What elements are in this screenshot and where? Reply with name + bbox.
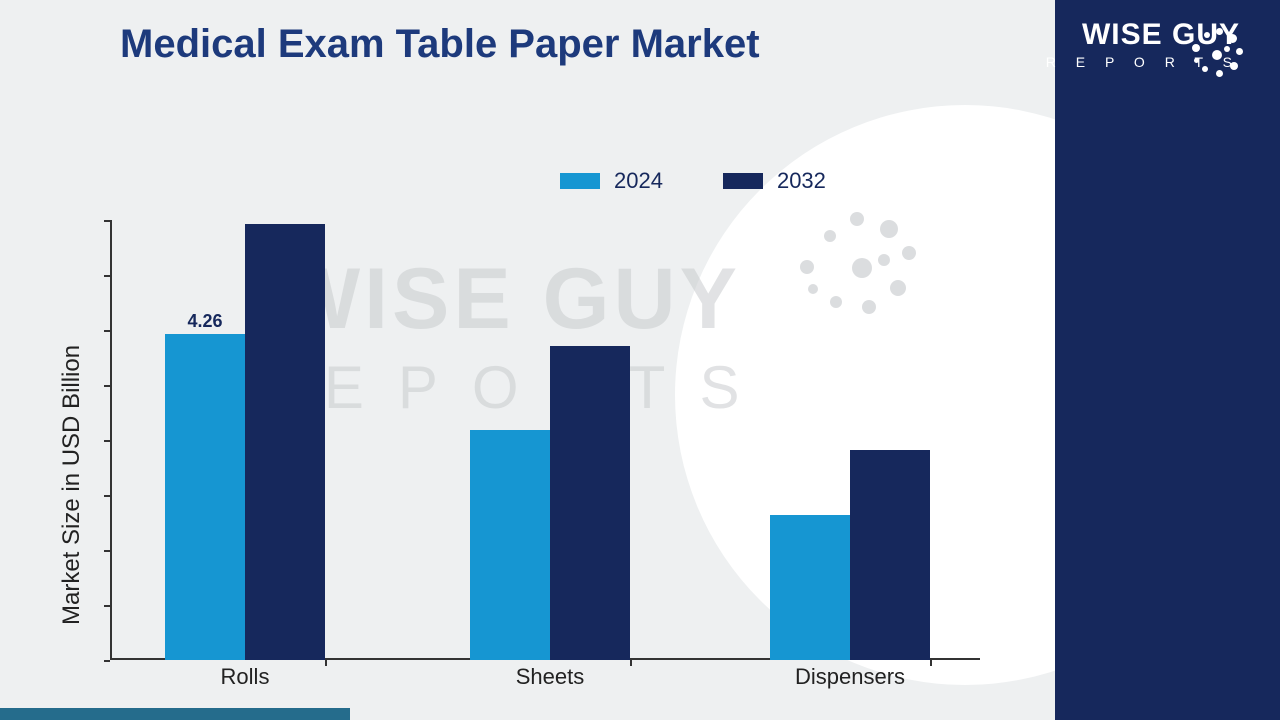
brand-block: WISE GUY R E P O R T S xyxy=(1010,18,1240,70)
bar xyxy=(470,430,550,660)
y-axis xyxy=(110,220,112,660)
y-tick xyxy=(104,605,110,607)
y-axis-label: Market Size in USD Billion xyxy=(58,345,86,625)
y-tick xyxy=(104,220,110,222)
y-tick xyxy=(104,440,110,442)
category-label: Dispensers xyxy=(795,664,905,690)
right-band xyxy=(1055,0,1280,720)
bar-value-label: 4.26 xyxy=(187,311,222,332)
category-label: Rolls xyxy=(221,664,270,690)
x-tick xyxy=(630,660,632,666)
y-tick xyxy=(104,660,110,662)
bar xyxy=(550,346,630,660)
y-tick xyxy=(104,550,110,552)
bar xyxy=(770,515,850,660)
y-tick xyxy=(104,275,110,277)
legend-item-2032: 2032 xyxy=(723,168,826,194)
y-tick xyxy=(104,495,110,497)
brand-dots-icon xyxy=(1186,24,1246,84)
legend-swatch-2032 xyxy=(723,173,763,189)
y-tick xyxy=(104,385,110,387)
chart-title: Medical Exam Table Paper Market xyxy=(120,22,760,67)
legend-item-2024: 2024 xyxy=(560,168,663,194)
x-tick xyxy=(325,660,327,666)
bar xyxy=(850,450,930,660)
chart-plot: RollsSheetsDispensers4.26 xyxy=(110,220,980,660)
x-tick xyxy=(930,660,932,666)
y-tick xyxy=(104,330,110,332)
bar xyxy=(245,224,325,660)
category-label: Sheets xyxy=(516,664,585,690)
legend-label-2032: 2032 xyxy=(777,168,826,194)
infographic-canvas: WISE GUY REPORTS WISE GUY R E P O R T S … xyxy=(0,0,1280,720)
legend-swatch-2024 xyxy=(560,173,600,189)
bar xyxy=(165,334,245,660)
bottom-strip xyxy=(0,708,350,720)
legend: 2024 2032 xyxy=(560,168,826,194)
legend-label-2024: 2024 xyxy=(614,168,663,194)
